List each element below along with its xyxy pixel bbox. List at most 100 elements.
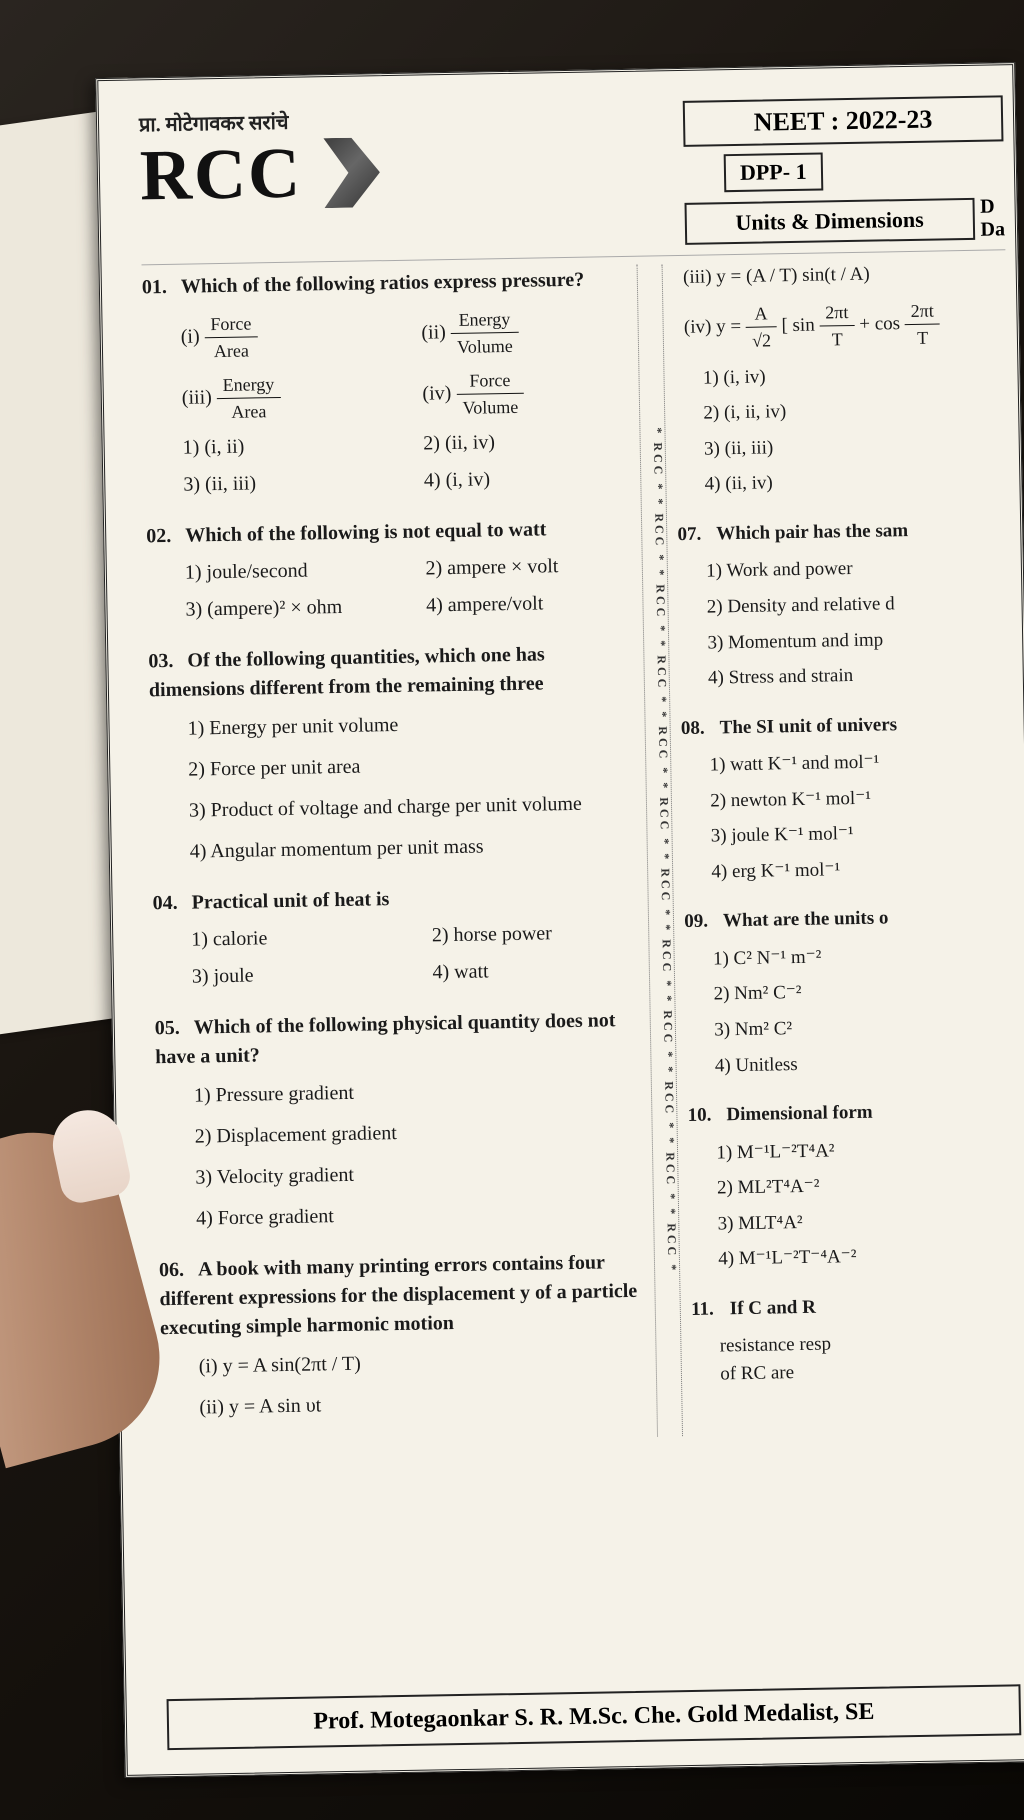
exam-column: NEET : 2022-23 DPP- 1 Units & Dimensions… (683, 95, 1005, 247)
header-row: प्रा. मोटेगावकर सरांचे RCC NEET : 2022-2… (139, 95, 1006, 265)
q-number: 11. (691, 1295, 725, 1323)
q-number: 02. (146, 522, 181, 552)
suffix-da: Da (980, 218, 1005, 241)
swoosh-icon (309, 137, 380, 208)
topic-suffix: D Da (980, 195, 1005, 241)
q02-o3: 3) (ampere)² × ohm (185, 592, 396, 625)
q07-o1: 1) Work and power (706, 553, 1011, 586)
question-02: 02. Which of the following is not equal … (146, 514, 637, 626)
question-08: 08. The SI unit of univers 1) watt K⁻¹ a… (681, 709, 1017, 887)
q02-o1: 1) joule/second (185, 555, 396, 588)
q-stem: Which of the following is not equal to w… (185, 519, 546, 547)
q04-o4: 4) watt (432, 955, 643, 988)
q-number: 09. (684, 908, 718, 936)
q06-o4: (iv) y = A√2 [ sin 2πtT + cos 2πtT (684, 296, 1008, 355)
q01-a4: 4) (i, iv) (424, 463, 635, 496)
q01-opt-iii: (iii) EnergyArea (181, 369, 393, 426)
exam-title-box: NEET : 2022-23 (683, 95, 1004, 147)
q-number: 08. (681, 714, 715, 742)
topic-box: Units & Dimensions (685, 198, 975, 245)
q01-roman-options: (i) ForceArea (ii) EnergyVolume (iii) En… (180, 304, 633, 426)
q06-a1: 1) (i, iv) (703, 359, 1008, 392)
q-stem: If C and R (730, 1297, 816, 1319)
q02-o2: 2) ampere × volt (425, 551, 636, 584)
question-10: 10. Dimensional form 1) M⁻¹L⁻²T⁴A² 2) ML… (687, 1096, 1023, 1274)
q-number: 10. (687, 1102, 721, 1130)
tagline: प्रा. मोटेगावकर सरांचे (139, 101, 668, 137)
q-number: 03. (148, 647, 183, 677)
question-09: 09. What are the units o 1) C² N⁻¹ m⁻² 2… (684, 903, 1020, 1081)
q01-a1: 1) (i, ii) (182, 430, 393, 463)
question-06: 06. A book with many printing errors con… (159, 1248, 651, 1424)
q05-o4: 4) Force gradient (196, 1197, 648, 1234)
q04-o1: 1) calorie (191, 922, 402, 955)
q-number: 06. (159, 1256, 194, 1286)
q06-o4-mid: [ sin (781, 314, 815, 336)
q06-o4-pre: (iv) y = (684, 315, 746, 337)
main-worksheet: प्रा. मोटेगावकर सरांचे RCC NEET : 2022-2… (95, 62, 1024, 1778)
q09-o2: 2) Nm² C⁻² (713, 976, 1018, 1009)
q06-continued: (iii) y = (A / T) sin(t / A) (iv) y = A√… (673, 258, 1010, 499)
q08-o1: 1) watt K⁻¹ and mol⁻¹ (709, 746, 1014, 779)
question-11: 11. If C and R resistance resp of RC are (691, 1290, 1024, 1388)
q03-o1: 1) Energy per unit volume (187, 707, 639, 744)
q03-o2: 2) Force per unit area (188, 748, 640, 785)
q-stem: A book with many printing errors contain… (159, 1252, 637, 1340)
q06-o1: (i) y = A sin(2πt / T) (198, 1345, 650, 1382)
q08-o3: 3) joule K⁻¹ mol⁻¹ (711, 818, 1016, 851)
footer-credit: Prof. Motegaonkar S. R. M.Sc. Che. Gold … (167, 1684, 1022, 1750)
q07-o4: 4) Stress and strain (708, 659, 1013, 692)
q04-o2: 2) horse power (432, 918, 643, 951)
q02-o4: 4) ampere/volt (426, 588, 637, 621)
q10-o4: 4) M⁻¹L⁻²T⁻⁴A⁻² (718, 1240, 1023, 1273)
q-stem: Which pair has the sam (716, 520, 908, 544)
q03-o3: 3) Product of voltage and charge per uni… (189, 789, 641, 826)
q-stem: What are the units o (723, 908, 889, 932)
right-column: (iii) y = (A / T) sin(t / A) (iv) y = A√… (663, 258, 1024, 1436)
q06-o3: (iii) y = (A / T) sin(t / A) (683, 258, 1006, 291)
q06-a2: 2) (i, ii, iv) (703, 395, 1008, 428)
q01-opt-i: (i) ForceArea (180, 308, 392, 365)
question-01: 01. Which of the following ratios expres… (142, 265, 635, 501)
q07-o3: 3) Momentum and imp (707, 624, 1012, 657)
q10-o2: 2) ML²T⁴A⁻² (717, 1169, 1022, 1202)
q01-answers: 1) (i, ii) 2) (ii, iv) (182, 426, 634, 463)
q-stem: Of the following quantities, which one h… (149, 644, 545, 702)
content-columns: 01. Which of the following ratios expres… (142, 258, 1024, 1445)
q04-o3: 3) joule (192, 959, 403, 992)
q06-o2: (ii) y = A sin υt (199, 1386, 651, 1423)
q06-a3: 3) (ii, iii) (704, 430, 1009, 463)
q01-opt-iv: (iv) ForceVolume (422, 365, 634, 422)
brand-column: प्रा. मोटेगावकर सरांचे RCC (139, 101, 670, 211)
q11-line3: of RC are (720, 1355, 1024, 1388)
suffix-d: D (980, 195, 1005, 218)
q06-a4: 4) (ii, iv) (704, 466, 1009, 499)
q09-o4: 4) Unitless (715, 1047, 1020, 1080)
q05-o1: 1) Pressure gradient (194, 1074, 646, 1111)
q-stem: Which of the following physical quantity… (155, 1010, 616, 1069)
q01-a2: 2) (ii, iv) (423, 426, 634, 459)
dpp-box: DPP- 1 (724, 152, 823, 192)
q01-opt-ii: (ii) EnergyVolume (421, 304, 633, 361)
q-number: 07. (677, 520, 711, 548)
q10-o3: 3) MLT⁴A² (717, 1205, 1022, 1238)
q08-o4: 4) erg K⁻¹ mol⁻¹ (711, 853, 1016, 886)
q-stem: Which of the following ratios express pr… (181, 269, 585, 298)
q09-o1: 1) C² N⁻¹ m⁻² (713, 940, 1018, 973)
q06-o4-mid2: + cos (859, 313, 900, 335)
q-stem: The SI unit of univers (720, 714, 898, 738)
q-stem: Practical unit of heat is (191, 889, 389, 914)
q09-o3: 3) Nm² C² (714, 1011, 1019, 1044)
q10-o1: 1) M⁻¹L⁻²T⁴A² (716, 1134, 1021, 1167)
q-number: 01. (142, 273, 177, 303)
q05-o2: 2) Displacement gradient (194, 1115, 646, 1152)
q-stem: Dimensional form (726, 1102, 873, 1126)
q05-o3: 3) Velocity gradient (195, 1156, 647, 1193)
question-04: 04. Practical unit of heat is 1) calorie… (152, 881, 643, 993)
left-column: 01. Which of the following ratios expres… (142, 265, 658, 1446)
logo-text: RCC (139, 143, 302, 207)
question-07: 07. Which pair has the sam 1) Work and p… (677, 515, 1013, 693)
q01-a3: 3) (ii, iii) (183, 467, 394, 500)
q-number: 05. (155, 1014, 190, 1044)
question-03: 03. Of the following quantities, which o… (148, 639, 641, 868)
